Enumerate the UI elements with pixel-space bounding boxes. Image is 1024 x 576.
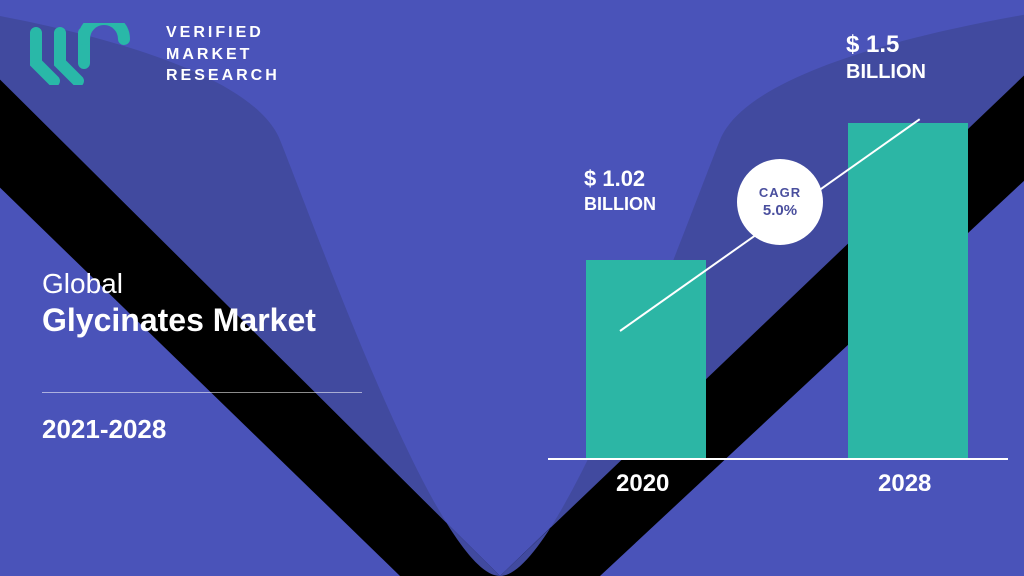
brand-line1: VERIFIED <box>166 22 280 44</box>
title-divider <box>42 392 362 393</box>
brand-logo: VERIFIED MARKET RESEARCH <box>28 22 280 87</box>
brand-line3: RESEARCH <box>166 65 280 87</box>
brand-logo-mark <box>28 23 148 85</box>
bar-label-2020: $ 1.02 BILLION <box>584 165 656 215</box>
title-line2: Glycinates Market <box>42 302 316 339</box>
x-axis <box>548 458 1008 460</box>
cagr-value: 5.0% <box>763 202 797 219</box>
brand-line2: MARKET <box>166 44 280 66</box>
value-amount: $ 1.5 <box>846 30 926 60</box>
value-amount: $ 1.02 <box>584 165 656 193</box>
title-line1: Global <box>42 268 316 300</box>
title-block: Global Glycinates Market <box>42 268 316 339</box>
value-unit: BILLION <box>584 193 656 216</box>
x-tick-2028: 2028 <box>878 470 931 498</box>
cagr-label: CAGR <box>759 185 801 200</box>
year-range: 2021-2028 <box>42 414 166 445</box>
brand-logo-text: VERIFIED MARKET RESEARCH <box>166 22 280 87</box>
bar-2020 <box>586 260 706 458</box>
x-tick-2020: 2020 <box>616 470 669 498</box>
bar-chart: $ 1.02 BILLION $ 1.5 BILLION CAGR 5.0% <box>548 30 1008 460</box>
value-unit: BILLION <box>846 60 926 85</box>
bar-2028 <box>848 123 968 458</box>
cagr-badge: CAGR 5.0% <box>737 159 823 245</box>
bar-label-2028: $ 1.5 BILLION <box>846 30 926 85</box>
